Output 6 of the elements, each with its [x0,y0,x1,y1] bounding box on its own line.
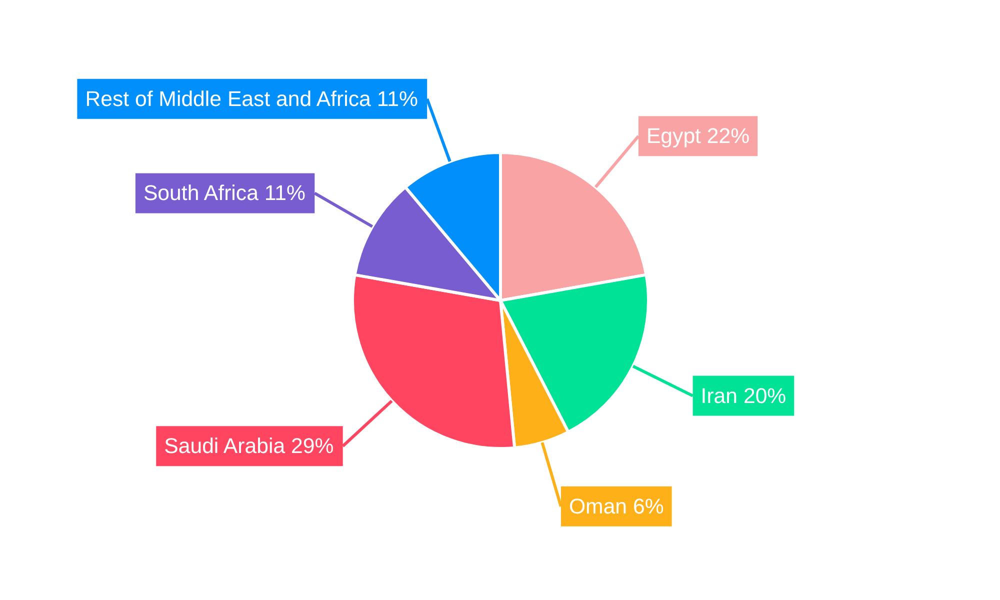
slice-label: Iran 20% [700,384,786,408]
slice-label: Saudi Arabia 29% [164,434,334,458]
slice-label: Oman 6% [568,494,664,518]
slice-label: Rest of Middle East and Africa 11% [85,86,418,111]
slice-label: Egypt 22% [646,124,750,148]
slice-label: South Africa 11% [143,181,306,206]
